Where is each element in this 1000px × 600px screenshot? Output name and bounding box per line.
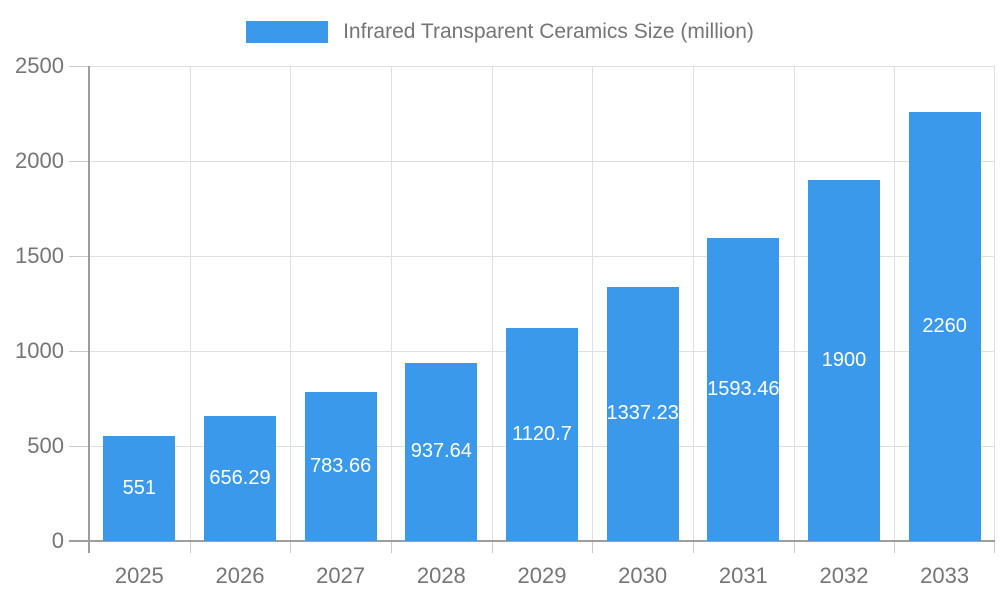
bar-value-label: 1337.23 xyxy=(606,402,679,425)
bar[interactable]: 1900 xyxy=(808,180,880,541)
bar-value-label: 551 xyxy=(122,477,157,500)
bar-value-label: 937.64 xyxy=(410,440,472,463)
grid-line-v xyxy=(592,66,594,541)
legend-label: Infrared Transparent Ceramics Size (mill… xyxy=(343,20,754,43)
x-tick-label: 2029 xyxy=(517,563,567,588)
x-axis-tick xyxy=(290,541,292,553)
y-tick-label: 2000 xyxy=(15,148,64,173)
grid-line-v xyxy=(894,66,896,541)
grid-line-h xyxy=(89,161,995,162)
bar-value-label: 656.29 xyxy=(209,467,271,490)
grid-line-v xyxy=(391,66,392,541)
x-axis-tick xyxy=(189,541,191,553)
y-axis-tick xyxy=(69,161,89,162)
grid-line-v xyxy=(290,66,292,541)
bar-value-label: 1120.7 xyxy=(512,423,572,446)
x-axis-tick xyxy=(793,541,795,553)
grid-line-v xyxy=(793,66,795,541)
bar[interactable]: 783.66 xyxy=(304,392,377,541)
x-axis-tick xyxy=(693,541,694,553)
legend[interactable]: Infrared Transparent Ceramics Size (mill… xyxy=(0,20,1000,44)
bar-value-label: 2260 xyxy=(922,314,967,337)
x-axis-tick xyxy=(391,541,392,553)
grid-line-v xyxy=(491,66,493,541)
bar[interactable]: 1120.7 xyxy=(506,328,578,541)
x-tick-label: 2027 xyxy=(316,563,366,588)
y-tick-label: 500 xyxy=(27,433,64,458)
y-axis-line xyxy=(88,66,90,553)
y-tick-label: 1500 xyxy=(15,243,64,268)
grid-line-v xyxy=(189,66,191,541)
x-axis-tick xyxy=(592,541,594,553)
grid-line-v xyxy=(994,66,995,541)
x-tick-label: 2025 xyxy=(114,563,164,588)
plot-area: 0 500 1000 1500 2000 2500 551 656.29 783.66 937.6… xyxy=(15,53,995,588)
legend-swatch-icon xyxy=(246,21,329,43)
x-tick-label: 2031 xyxy=(718,563,768,588)
x-tick-label: 2026 xyxy=(215,563,265,588)
bar-value-label: 1900 xyxy=(821,349,867,371)
bar[interactable]: 656.29 xyxy=(204,416,276,541)
x-tick-label: 2032 xyxy=(819,563,869,588)
x-axis-tick xyxy=(89,541,90,553)
grid-line-h xyxy=(89,66,995,67)
bar-value-label: 783.66 xyxy=(310,455,372,478)
y-axis-tick xyxy=(69,256,89,257)
y-tick-label: 0 xyxy=(51,528,64,553)
y-tick-label: 1000 xyxy=(15,338,64,363)
y-tick-label: 2500 xyxy=(15,53,64,78)
bar[interactable]: 937.64 xyxy=(405,362,478,541)
x-axis-tick xyxy=(491,541,493,553)
grid-line-v xyxy=(693,66,694,541)
y-axis-tick xyxy=(69,66,89,67)
bar[interactable]: 551 xyxy=(103,436,176,541)
x-tick-label: 2033 xyxy=(920,563,970,588)
bar[interactable]: 2260 xyxy=(908,111,981,541)
y-axis-tick xyxy=(69,446,89,447)
x-axis-tick xyxy=(994,541,995,553)
bar-value-label: 1593.46 xyxy=(707,378,780,401)
x-axis-tick xyxy=(894,541,896,553)
x-tick-label: 2028 xyxy=(416,563,466,588)
bar[interactable]: 1593.46 xyxy=(707,238,779,541)
y-axis-tick xyxy=(69,351,89,352)
bar[interactable]: 1337.23 xyxy=(606,286,679,541)
x-tick-label: 2030 xyxy=(618,563,668,588)
